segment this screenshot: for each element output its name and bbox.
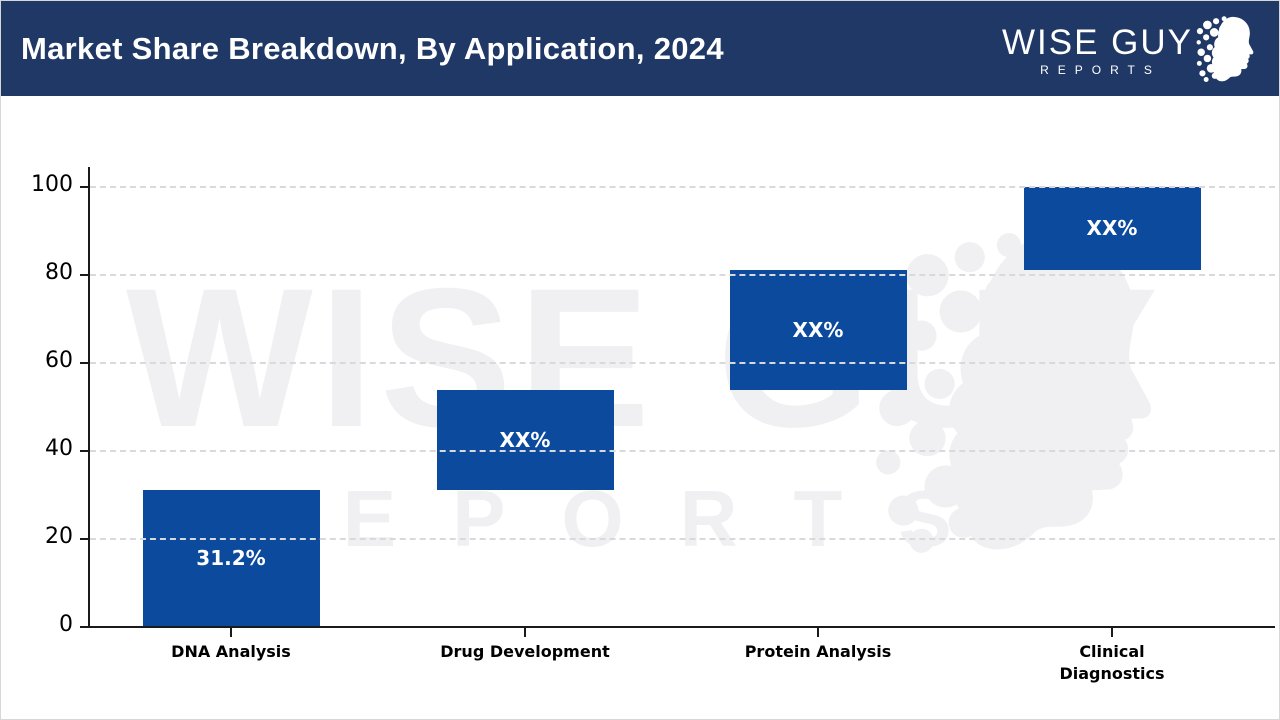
y-axis-tick <box>80 537 89 540</box>
logo-face-icon <box>1195 13 1257 89</box>
bar-value-label: 31.2% <box>196 546 266 571</box>
x-axis-category-label: Clinical Diagnostics <box>1059 642 1165 683</box>
y-axis-tick <box>80 626 89 628</box>
x-axis-tick <box>230 628 232 637</box>
y-axis-tick-label: 0 <box>59 612 73 637</box>
x-axis-tick <box>817 628 819 637</box>
brand-subtitle: REPORTS <box>1040 62 1161 77</box>
brand-name: WISE GUY <box>1001 22 1193 62</box>
y-axis-tick-label: 80 <box>45 259 73 285</box>
bar-value-label: XX% <box>499 427 551 452</box>
waterfall-bar: XX% <box>436 390 614 490</box>
x-axis-tick <box>1111 628 1113 637</box>
page-title: Market Share Breakdown, By Application, … <box>21 30 724 66</box>
x-axis-category-label: Protein Analysis <box>744 642 892 661</box>
y-gridline <box>90 537 1275 540</box>
header: Market Share Breakdown, By Application, … <box>1 1 1279 96</box>
bar-value-label: XX% <box>792 318 844 343</box>
brand-logo-text: WISE GUY REPORTS <box>1002 25 1193 77</box>
x-axis-tick <box>524 628 526 637</box>
y-axis-tick-label: 40 <box>45 435 73 461</box>
waterfall-bar: XX% <box>1023 186 1201 271</box>
x-axis-category-label: Drug Development <box>440 642 610 661</box>
x-axis-category-label: DNA Analysis <box>171 642 291 661</box>
y-gridline <box>90 361 1275 364</box>
watermark-subtitle-text: REPORTS <box>229 474 1008 563</box>
y-gridline <box>90 185 1275 188</box>
y-axis-tick <box>80 361 89 364</box>
y-axis-tick <box>80 449 89 452</box>
bar-value-label: XX% <box>1086 216 1138 241</box>
y-axis-tick-label: 100 <box>31 171 73 197</box>
y-axis-tick-label: 20 <box>45 523 73 549</box>
x-axis-line <box>89 626 1275 628</box>
waterfall-bar: 31.2% <box>142 489 320 627</box>
watermark-face-icon <box>867 221 1169 583</box>
y-axis-tick-label: 60 <box>45 347 73 373</box>
y-axis-line <box>88 167 90 628</box>
waterfall-bar: XX% <box>729 270 907 391</box>
y-axis-tick <box>80 185 89 188</box>
y-gridline <box>90 449 1275 452</box>
y-gridline <box>90 273 1275 276</box>
brand-logo: WISE GUY REPORTS <box>1002 13 1257 89</box>
y-axis-tick <box>80 273 89 276</box>
